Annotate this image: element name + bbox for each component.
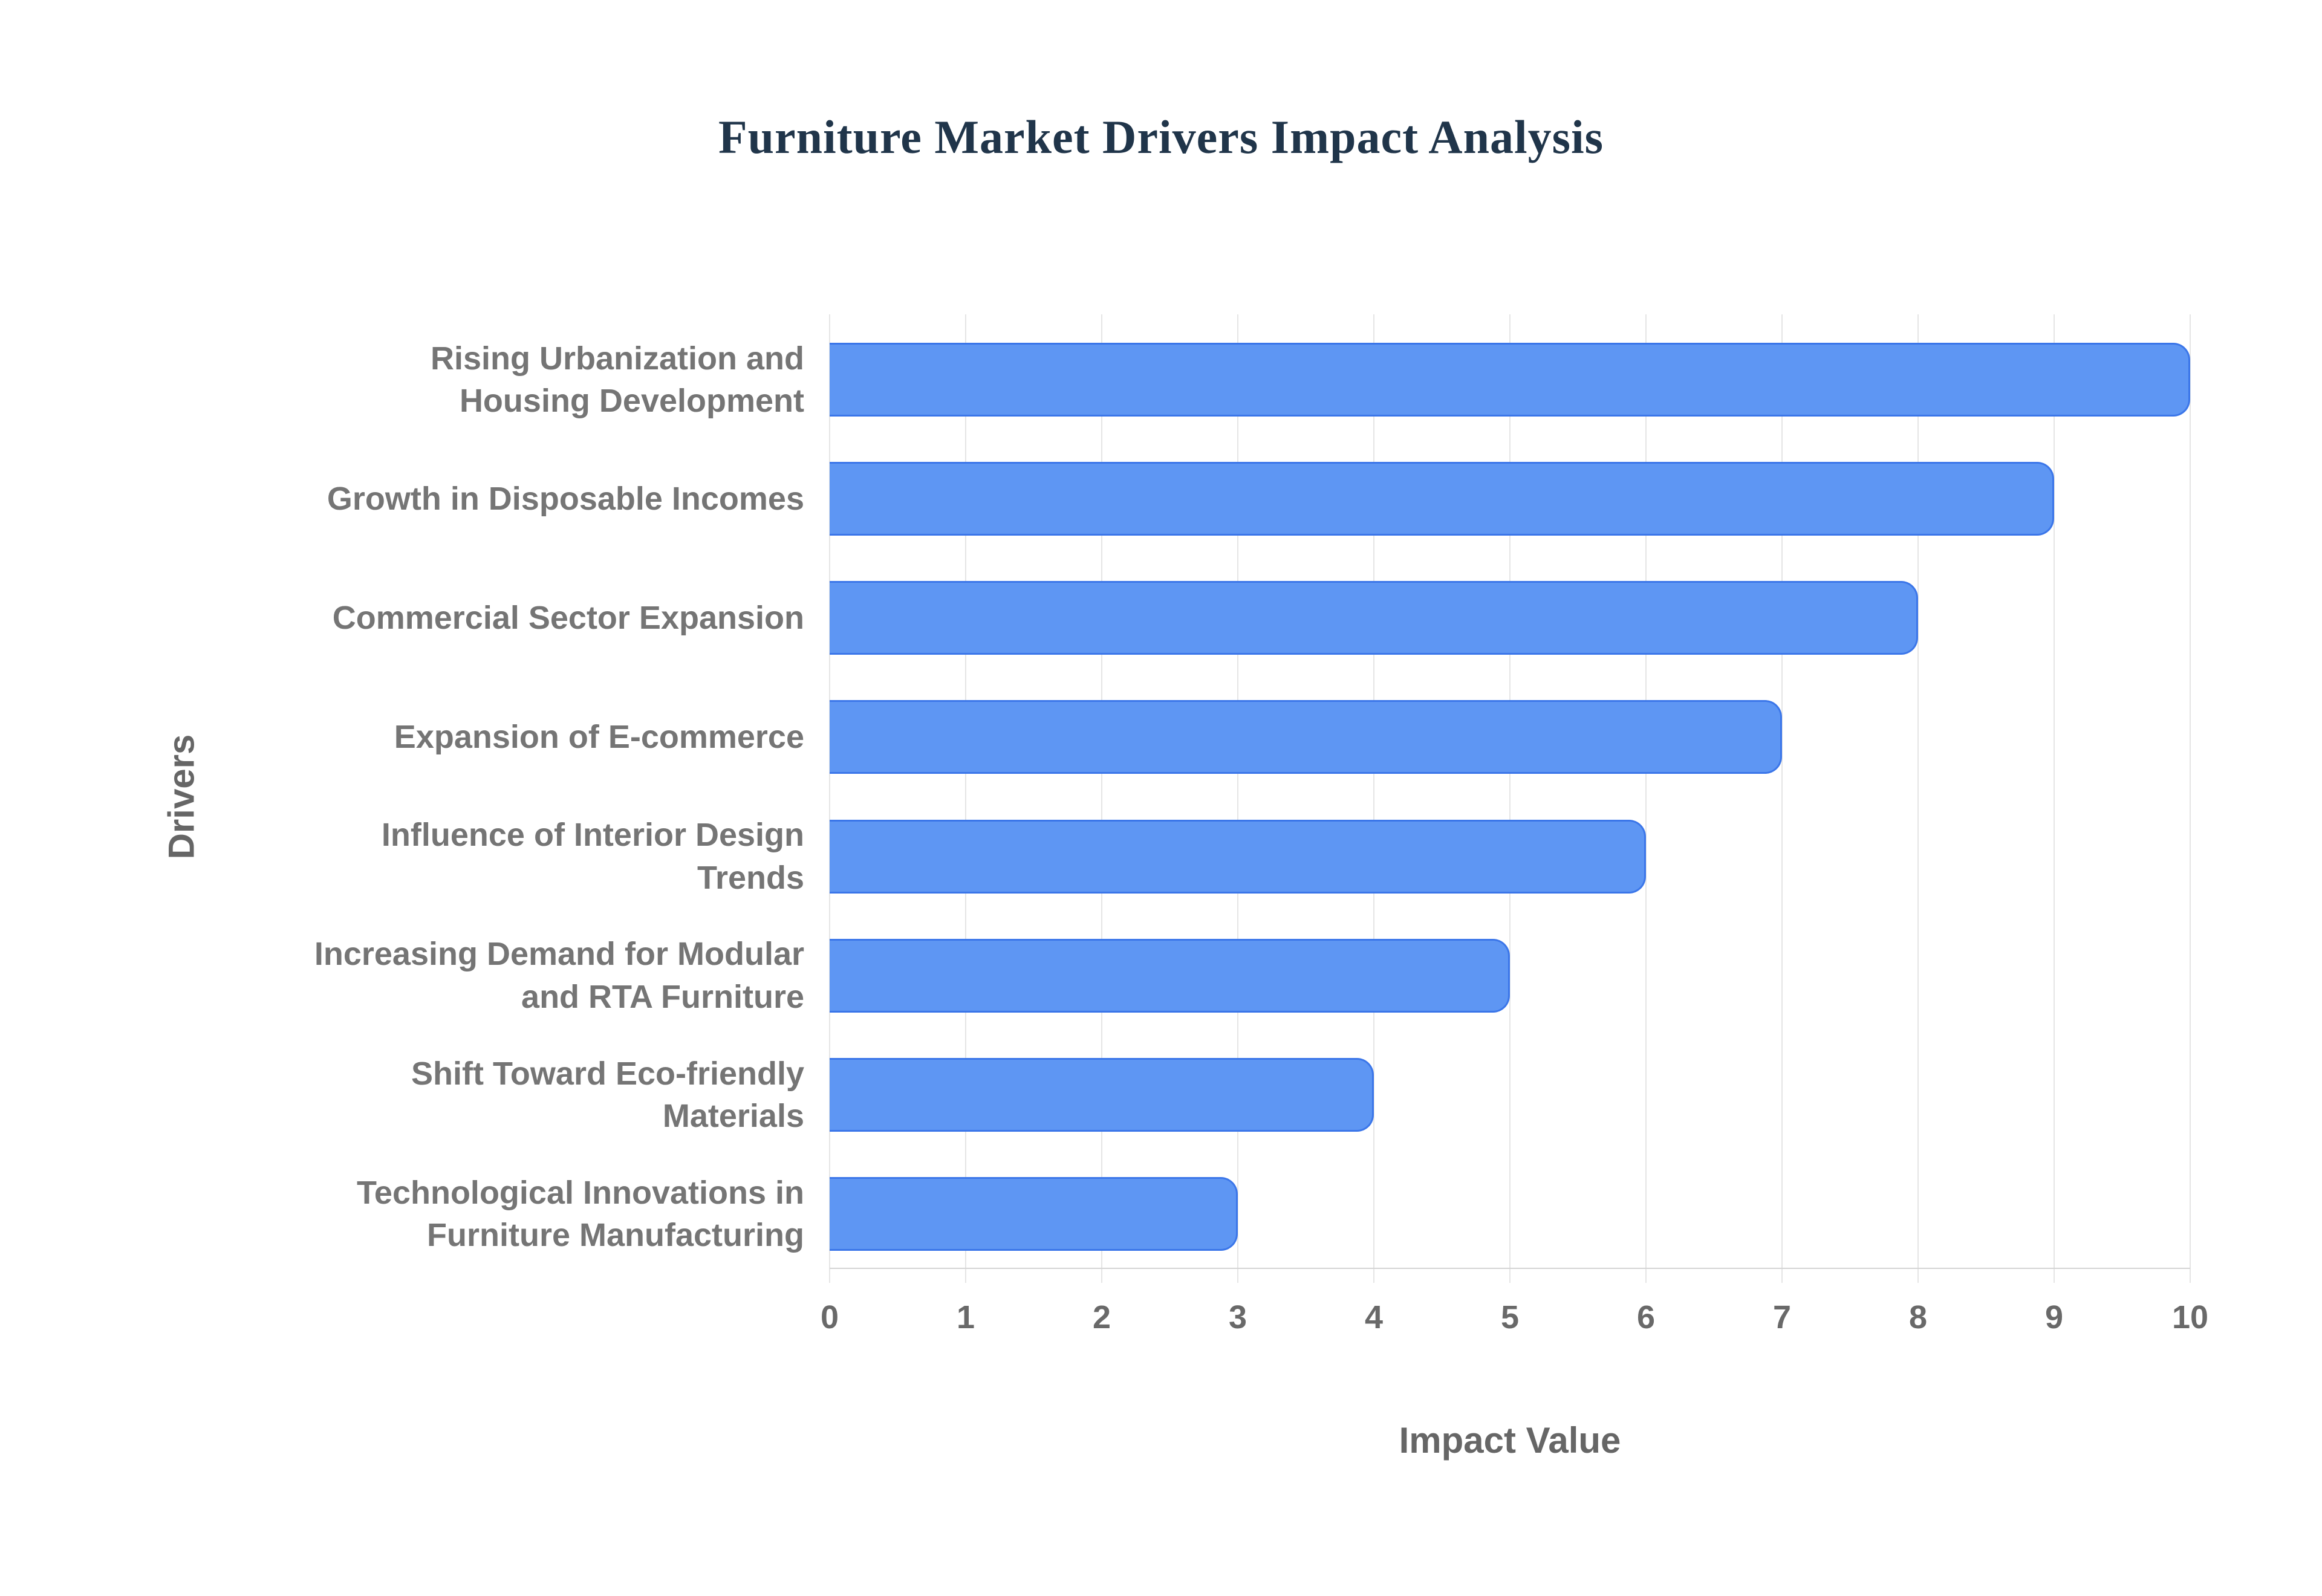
x-tick-label: 7 bbox=[1772, 1299, 1792, 1335]
y-axis-title: Drivers bbox=[161, 734, 202, 860]
bar[interactable] bbox=[830, 1057, 1374, 1132]
category-label: Commercial Sector Expansion bbox=[332, 600, 804, 637]
gridline bbox=[1917, 314, 1919, 1283]
category-labels: Rising Urbanization and Housing Developm… bbox=[206, 314, 804, 1268]
gridline bbox=[1509, 314, 1511, 1283]
gridline bbox=[1101, 314, 1102, 1283]
chart-title: Furniture Market Drivers Impact Analysis bbox=[718, 111, 1604, 163]
bar[interactable] bbox=[830, 700, 1782, 774]
bar[interactable] bbox=[830, 819, 1646, 894]
x-tick-label: 9 bbox=[2044, 1299, 2064, 1335]
x-axis-title: Impact Value bbox=[1399, 1420, 1621, 1461]
gridline bbox=[1645, 314, 1647, 1283]
x-tick-label: 10 bbox=[2171, 1299, 2209, 1335]
gridline bbox=[965, 314, 966, 1283]
gridline bbox=[1781, 314, 1783, 1283]
bar[interactable] bbox=[830, 1176, 1238, 1251]
gridline bbox=[1237, 314, 1238, 1283]
bar[interactable] bbox=[830, 462, 2054, 536]
category-label: Technological Innovations in Furniture M… bbox=[356, 1174, 804, 1253]
category-label: Influence of Interior Design Trends bbox=[381, 817, 804, 896]
x-tick-label: 6 bbox=[1636, 1299, 1656, 1335]
x-axis-line bbox=[830, 1268, 2190, 1269]
x-tick-label: 2 bbox=[1092, 1299, 1111, 1335]
category-label: Shift Toward Eco-friendly Materials bbox=[411, 1055, 804, 1134]
gridline bbox=[2054, 314, 2055, 1283]
plot-area bbox=[829, 314, 2191, 1283]
category-label: Increasing Demand for Modular and RTA Fu… bbox=[314, 936, 804, 1015]
bar[interactable] bbox=[830, 938, 1510, 1013]
x-tick-label: 4 bbox=[1364, 1299, 1384, 1335]
gridline bbox=[2190, 314, 2191, 1283]
x-tick-label: 3 bbox=[1228, 1299, 1247, 1335]
bar[interactable] bbox=[830, 581, 1918, 655]
category-label: Expansion of E-commerce bbox=[394, 719, 804, 756]
gridline bbox=[1373, 314, 1374, 1283]
x-tick-label: 1 bbox=[956, 1299, 975, 1335]
category-label: Rising Urbanization and Housing Developm… bbox=[430, 340, 804, 419]
x-tick-label: 8 bbox=[1908, 1299, 1928, 1335]
x-tick-label: 5 bbox=[1500, 1299, 1520, 1335]
category-label: Growth in Disposable Incomes bbox=[327, 481, 804, 517]
gridline bbox=[829, 314, 830, 1283]
x-tick-label: 0 bbox=[820, 1299, 839, 1335]
bar[interactable] bbox=[830, 343, 2190, 417]
x-axis-ticks: 0 1 2 3 4 5 6 7 8 9 10 bbox=[821, 1299, 2208, 1341]
